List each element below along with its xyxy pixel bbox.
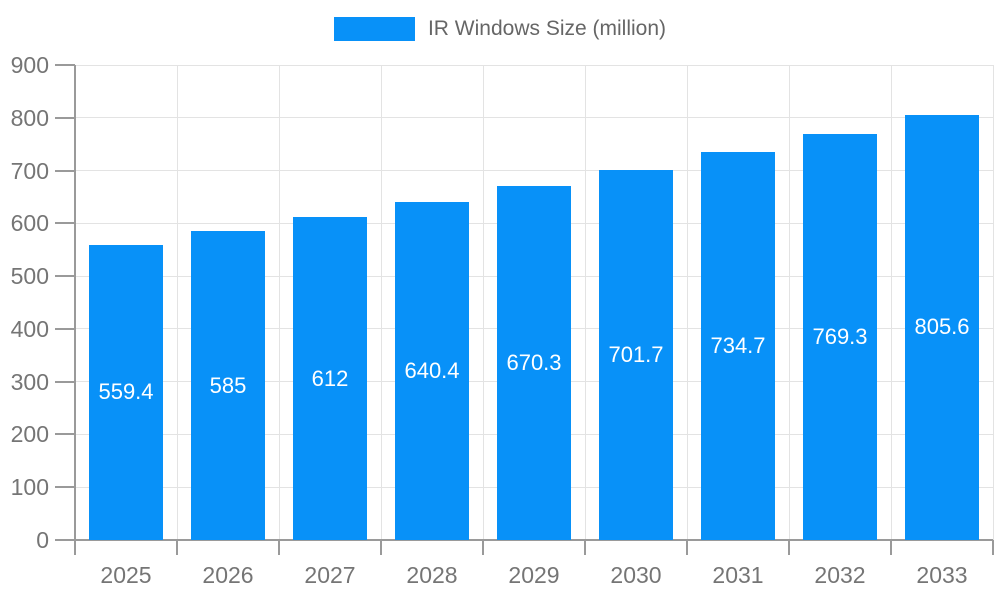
bar (191, 231, 265, 540)
legend-item[interactable]: IR Windows Size (million) (333, 17, 667, 41)
bar (599, 169, 673, 540)
y-axis-tick (55, 116, 75, 119)
bar-value-label: 670.3 (506, 350, 562, 376)
y-tick-label: 900 (10, 52, 49, 78)
y-axis-tick (55, 327, 75, 330)
gridline-vertical (686, 65, 688, 540)
x-axis-tick (890, 540, 892, 555)
x-axis-tick (686, 540, 688, 555)
legend: IR Windows Size (million) (0, 17, 1000, 41)
gridline-vertical (482, 65, 484, 540)
gridline-vertical (890, 65, 892, 540)
bar (395, 202, 469, 540)
y-tick-label: 500 (10, 263, 49, 290)
y-axis-tick (55, 64, 75, 66)
bar (905, 114, 979, 540)
y-axis-tick (55, 433, 75, 436)
bar-value-label: 769.3 (812, 323, 868, 349)
plot-area: 0 100 200 300 400 500 600 700 800 900 559.4 2025 585… (11, 52, 994, 588)
x-tick-label: 2025 (100, 562, 152, 588)
gridline-horizontal (75, 64, 993, 66)
bar-value-label: 612 (311, 365, 349, 391)
y-axis-tick (55, 380, 75, 383)
bar-value-label: 701.7 (608, 341, 664, 367)
bar (803, 133, 877, 540)
bar-value-label: 559.4 (98, 379, 154, 405)
gridline-horizontal (75, 170, 993, 172)
x-tick-label: 2026 (202, 562, 254, 588)
bar (89, 244, 163, 540)
y-axis-tick (55, 486, 75, 489)
y-tick-label: 100 (10, 474, 49, 501)
x-tick-label: 2028 (406, 562, 458, 588)
x-axis-tick (74, 540, 76, 555)
gridline-horizontal (75, 117, 993, 119)
gridline-vertical (788, 65, 790, 540)
x-tick-label: 2027 (304, 562, 356, 588)
y-tick-label: 300 (10, 368, 49, 395)
legend-swatch-icon (333, 17, 415, 41)
x-axis-tick (992, 540, 994, 555)
bar (701, 152, 775, 540)
bar (293, 217, 367, 540)
bar-value-label: 585 (209, 372, 247, 398)
x-tick-label: 2032 (814, 562, 866, 588)
gridline-vertical (584, 65, 586, 540)
y-tick-label: 700 (10, 157, 49, 184)
gridline-vertical (380, 65, 382, 540)
x-tick-label: 2030 (610, 562, 662, 588)
legend-label: IR Windows Size (million) (427, 17, 667, 40)
x-axis-tick (176, 540, 178, 555)
gridline-vertical (992, 65, 994, 540)
y-tick-label: 200 (10, 421, 49, 448)
x-tick-label: 2029 (508, 562, 560, 588)
y-axis-tick (55, 275, 75, 278)
bar (497, 186, 571, 540)
y-axis-tick (55, 169, 75, 172)
x-axis-tick (788, 540, 790, 555)
x-tick-label: 2033 (916, 562, 968, 588)
y-tick-label: 800 (10, 104, 49, 131)
x-axis-tick (278, 540, 280, 555)
x-axis-tick (584, 540, 586, 555)
bar-value-label: 640.4 (404, 358, 460, 383)
y-tick-label: 600 (10, 210, 49, 237)
y-tick-label: 0 (36, 527, 49, 553)
gridline-vertical (176, 65, 178, 540)
x-axis-tick (380, 540, 382, 555)
x-axis-baseline (75, 539, 993, 541)
x-tick-label: 2031 (712, 562, 764, 588)
y-axis-tick (55, 222, 75, 225)
bar-value-label: 734.7 (710, 333, 766, 359)
bar-value-label: 805.6 (914, 314, 970, 340)
y-axis-tick (55, 539, 75, 541)
y-tick-label: 400 (10, 315, 49, 342)
gridline-vertical (278, 65, 280, 540)
x-axis-tick (482, 540, 484, 555)
y-axis-line (74, 65, 76, 540)
